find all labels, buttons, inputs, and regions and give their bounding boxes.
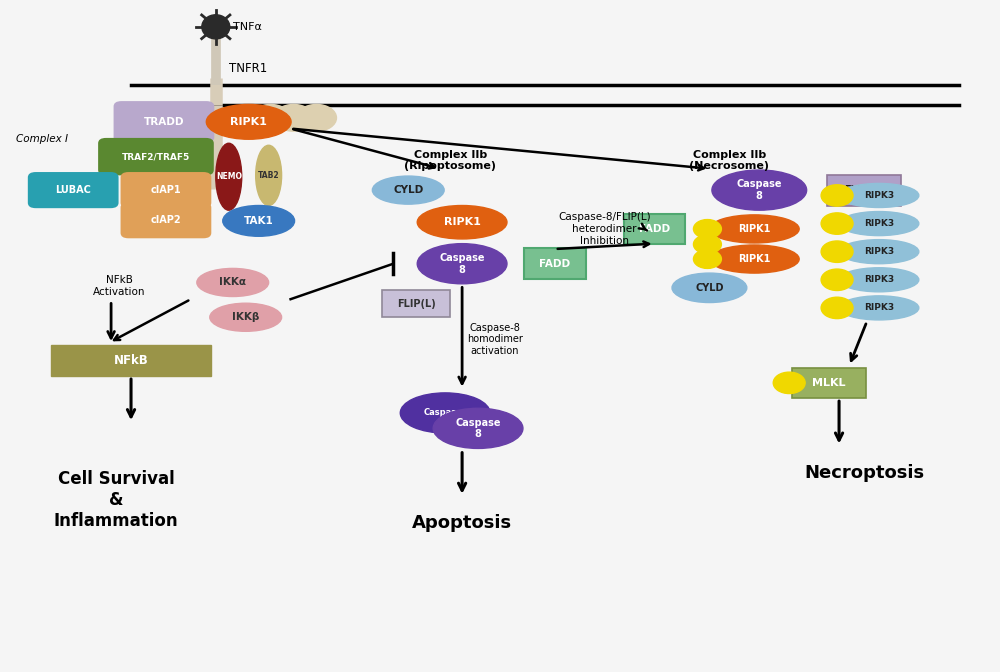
FancyBboxPatch shape bbox=[28, 172, 119, 208]
Text: Caspase
8: Caspase 8 bbox=[439, 253, 485, 275]
Circle shape bbox=[251, 104, 291, 131]
Text: TRAF2/TRAF5: TRAF2/TRAF5 bbox=[122, 152, 190, 161]
Text: RIPK1: RIPK1 bbox=[230, 117, 267, 127]
Text: TNFR1: TNFR1 bbox=[229, 62, 267, 75]
Ellipse shape bbox=[839, 240, 919, 263]
Text: RIPK1: RIPK1 bbox=[738, 254, 770, 264]
Text: TRADD: TRADD bbox=[144, 117, 184, 127]
Text: cIAP1: cIAP1 bbox=[151, 185, 181, 195]
Text: FADD: FADD bbox=[539, 259, 570, 269]
Circle shape bbox=[821, 269, 853, 290]
Text: Complex I: Complex I bbox=[16, 134, 68, 144]
Circle shape bbox=[693, 250, 721, 268]
Text: NFkB: NFkB bbox=[114, 354, 148, 368]
FancyBboxPatch shape bbox=[792, 368, 866, 398]
FancyBboxPatch shape bbox=[51, 345, 211, 376]
Ellipse shape bbox=[839, 267, 919, 292]
Text: Complex IIb
(Necrosome): Complex IIb (Necrosome) bbox=[689, 150, 769, 171]
Ellipse shape bbox=[839, 296, 919, 320]
Text: TNFα: TNFα bbox=[233, 22, 262, 32]
Text: NEMO: NEMO bbox=[216, 172, 242, 181]
Text: IKKα: IKKα bbox=[219, 278, 246, 288]
Circle shape bbox=[693, 235, 721, 254]
Ellipse shape bbox=[223, 206, 295, 237]
Circle shape bbox=[821, 297, 853, 319]
Text: CYLD: CYLD bbox=[393, 185, 423, 195]
FancyBboxPatch shape bbox=[624, 214, 685, 244]
FancyBboxPatch shape bbox=[121, 172, 211, 208]
Circle shape bbox=[274, 104, 314, 131]
Text: RIPK3: RIPK3 bbox=[864, 219, 894, 228]
Text: Apoptosis: Apoptosis bbox=[412, 514, 512, 532]
Circle shape bbox=[821, 185, 853, 206]
Ellipse shape bbox=[210, 303, 282, 331]
Text: TAK1: TAK1 bbox=[244, 216, 274, 226]
Text: RIPK3: RIPK3 bbox=[864, 303, 894, 312]
Circle shape bbox=[297, 104, 336, 131]
Ellipse shape bbox=[202, 15, 230, 39]
Text: RIPK3: RIPK3 bbox=[864, 247, 894, 256]
Ellipse shape bbox=[417, 206, 507, 239]
Text: Necroptosis: Necroptosis bbox=[804, 464, 924, 482]
Ellipse shape bbox=[216, 143, 242, 210]
Text: Caspase-: Caspase- bbox=[424, 409, 466, 417]
Ellipse shape bbox=[256, 145, 282, 206]
Text: CYLD: CYLD bbox=[695, 283, 724, 293]
Text: Caspase
8: Caspase 8 bbox=[455, 417, 501, 439]
Ellipse shape bbox=[433, 409, 523, 448]
Ellipse shape bbox=[839, 212, 919, 236]
Ellipse shape bbox=[839, 183, 919, 208]
Circle shape bbox=[821, 241, 853, 262]
Ellipse shape bbox=[197, 268, 269, 296]
FancyBboxPatch shape bbox=[114, 101, 214, 142]
Text: FLIP(L): FLIP(L) bbox=[397, 299, 436, 309]
Text: LUBAC: LUBAC bbox=[55, 185, 91, 195]
FancyBboxPatch shape bbox=[382, 290, 450, 317]
Text: FADD: FADD bbox=[639, 224, 670, 234]
Text: RIPK1: RIPK1 bbox=[444, 217, 481, 227]
Text: RIPK1: RIPK1 bbox=[738, 224, 770, 234]
FancyBboxPatch shape bbox=[827, 175, 901, 206]
Ellipse shape bbox=[709, 215, 799, 243]
FancyBboxPatch shape bbox=[524, 249, 586, 279]
Text: RIPK3: RIPK3 bbox=[864, 191, 894, 200]
Text: cIAP2: cIAP2 bbox=[151, 215, 181, 225]
Text: Complex IIb
(Ripoptosome): Complex IIb (Ripoptosome) bbox=[404, 150, 496, 171]
Text: Caspase-8
homodimer
activation: Caspase-8 homodimer activation bbox=[467, 323, 523, 356]
Ellipse shape bbox=[712, 170, 807, 210]
Text: Caspase
8: Caspase 8 bbox=[737, 179, 782, 201]
Text: Cell Survival
&
Inflammation: Cell Survival & Inflammation bbox=[54, 470, 178, 530]
Text: TAB2: TAB2 bbox=[258, 171, 279, 180]
Circle shape bbox=[773, 372, 805, 394]
FancyBboxPatch shape bbox=[121, 202, 211, 239]
Ellipse shape bbox=[417, 244, 507, 284]
Text: IKKβ: IKKβ bbox=[232, 312, 259, 323]
Text: RIPK3: RIPK3 bbox=[864, 276, 894, 284]
Ellipse shape bbox=[206, 104, 291, 139]
Text: NFkB
Activation: NFkB Activation bbox=[93, 275, 145, 296]
Text: Caspase-8/FLIP(L)
heterodimer
Inhibition: Caspase-8/FLIP(L) heterodimer Inhibition bbox=[558, 212, 651, 245]
Circle shape bbox=[693, 220, 721, 239]
Circle shape bbox=[821, 213, 853, 235]
Ellipse shape bbox=[709, 245, 799, 273]
Text: MLKL: MLKL bbox=[812, 378, 846, 388]
FancyBboxPatch shape bbox=[98, 138, 214, 175]
Ellipse shape bbox=[372, 176, 444, 204]
Text: FLIP(L): FLIP(L) bbox=[845, 185, 883, 195]
Ellipse shape bbox=[672, 273, 747, 302]
Ellipse shape bbox=[400, 393, 490, 433]
